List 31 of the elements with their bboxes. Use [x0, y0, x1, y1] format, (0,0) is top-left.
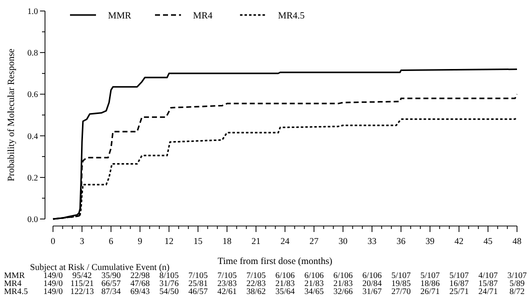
y-tick-label: 0.4 — [27, 130, 39, 141]
y-tick-label: 0.6 — [27, 89, 38, 100]
legend-label: MMR — [108, 12, 132, 22]
x-tick-label: 27 — [310, 236, 319, 246]
x-tick-label: 9 — [138, 236, 143, 246]
y-tick-label: 1.0 — [27, 6, 38, 16]
legend-label: MR4 — [193, 12, 213, 22]
y-axis-title: Probability of Molecular Response — [7, 48, 17, 182]
x-tick-label: 0 — [50, 236, 56, 246]
x-tick-label: 6 — [108, 236, 114, 246]
x-tick-label: 12 — [164, 236, 174, 246]
x-tick-label: 39 — [426, 236, 435, 246]
x-tick-label: 15 — [194, 236, 203, 246]
x-tick-label: 3 — [80, 236, 85, 246]
y-tick-label: 0.2 — [27, 172, 38, 182]
text: MR4 149/0 115/21 66/57 47/68 31/76 25/81 23/83 22/83 21/83 21/83 21/83 20/84 19/85 18/86 16/87 15/87 5/89 — [4, 278, 525, 288]
x-tick-label: 42 — [454, 236, 464, 246]
x-tick-label: 24 — [280, 236, 290, 246]
x-tick-label: 45 — [484, 236, 493, 246]
text: MR4.5 149/0 122/13 87/34 69/43 54/50 46/57 42/61 38/62 35/64 34/65 32/66 31/67 27/70 26/71 25/71 24/71 8/72 — [4, 286, 525, 296]
y-tick-label: 0.0 — [27, 214, 38, 224]
text: Subject at Risk / Cumulative Event (n) — [30, 262, 170, 272]
x-tick-label: 36 — [396, 236, 406, 246]
x-tick-label: 30 — [338, 236, 348, 246]
x-tick-label: 18 — [222, 236, 232, 246]
x-axis-title: Time from first dose (months) — [218, 257, 332, 267]
x-tick-label: 33 — [368, 236, 377, 246]
x-tick-label: 21 — [252, 236, 260, 246]
legend-label: MR4.5 — [278, 12, 305, 22]
y-tick-label: 0.8 — [27, 48, 38, 58]
x-tick-label: 48 — [512, 236, 522, 246]
